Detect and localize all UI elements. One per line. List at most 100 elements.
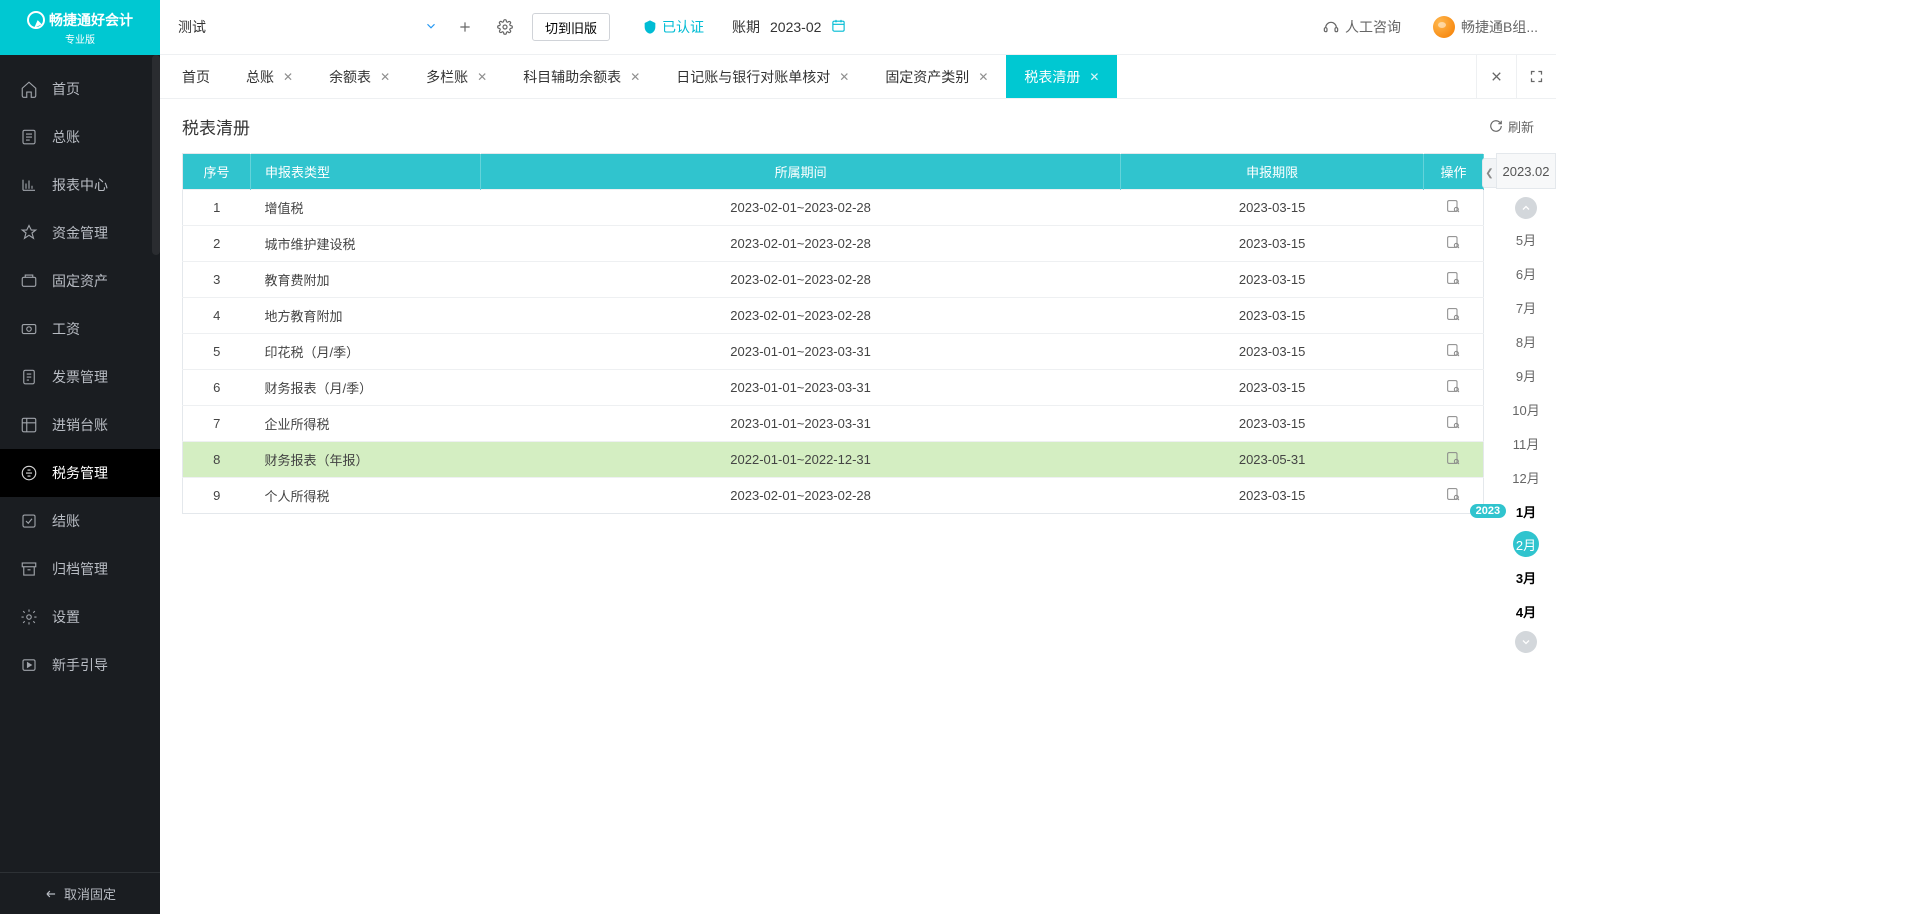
switch-old-version-button[interactable]: 切到旧版 [532,13,610,41]
sidebar-item-chart[interactable]: 报表中心 [0,161,160,209]
sidebar-item-asset[interactable]: 固定资产 [0,257,160,305]
sidebar-item-invoice[interactable]: 发票管理 [0,353,160,401]
table-row[interactable]: 8财务报表（年报）2022-01-01~2022-12-312023-05-31 [183,442,1484,478]
cell-op [1424,298,1484,334]
month-item[interactable]: 10月 [1512,395,1539,423]
table-row[interactable]: 9个人所得税2023-02-01~2023-02-282023-03-15 [183,478,1484,514]
tab[interactable]: 科目辅助余额表✕ [505,55,658,98]
month-item[interactable]: 3月 [1516,563,1536,591]
sidebar-item-fund[interactable]: 资金管理 [0,209,160,257]
add-button[interactable] [452,14,478,40]
table-row[interactable]: 7企业所得税2023-01-01~2023-03-312023-03-15 [183,406,1484,442]
verified-badge[interactable]: 已认证 [642,17,704,37]
tab[interactable]: 税表清册✕ [1006,55,1117,98]
collapse-month-panel[interactable]: ❮ [1482,158,1496,188]
cell-op [1424,442,1484,478]
month-item[interactable]: 7月 [1516,293,1536,321]
header: 测试 切到旧版 已认证 账期 2023-02 [160,0,1556,55]
sidebar-item-label: 结账 [52,511,80,531]
sidebar-item-tax[interactable]: 税务管理 [0,449,160,497]
settings-button[interactable] [492,14,518,40]
month-item[interactable]: 1月2023 [1516,497,1536,525]
tab-close-icon[interactable]: ✕ [477,70,487,84]
month-item[interactable]: 9月 [1516,361,1536,389]
view-detail-icon[interactable] [1445,270,1461,286]
user-name: 畅捷通B组... [1461,17,1538,37]
chevron-down-icon [424,19,438,36]
month-item[interactable]: 12月 [1512,463,1539,491]
tab-close-icon[interactable]: ✕ [380,70,390,84]
sidebar-item-stock[interactable]: 进销台账 [0,401,160,449]
close-tab-button[interactable] [1476,55,1516,98]
view-detail-icon[interactable] [1445,306,1461,322]
view-detail-icon[interactable] [1445,342,1461,358]
fullscreen-button[interactable] [1516,55,1556,98]
home-icon [20,80,38,98]
cell-period: 2023-01-01~2023-03-31 [481,406,1121,442]
cell-op [1424,262,1484,298]
refresh-button[interactable]: 刷新 [1489,117,1534,136]
tab-close-icon[interactable]: ✕ [839,70,849,84]
view-detail-icon[interactable] [1445,414,1461,430]
table-row[interactable]: 5印花税（月/季）2023-01-01~2023-03-312023-03-15 [183,334,1484,370]
sidebar-item-close[interactable]: 结账 [0,497,160,545]
cell-type: 地方教育附加 [251,298,481,334]
sidebar-scrollbar[interactable] [152,55,160,255]
sidebar-unpin[interactable]: 取消固定 [0,872,160,914]
tab[interactable]: 首页 [164,55,228,98]
company-selector[interactable]: 测试 [178,17,438,37]
table-row[interactable]: 1增值税2023-02-01~2023-02-282023-03-15 [183,190,1484,226]
sidebar-item-payroll[interactable]: 工资 [0,305,160,353]
tab-close-icon[interactable]: ✕ [1089,70,1099,84]
month-item[interactable]: 5月 [1516,225,1536,253]
view-detail-icon[interactable] [1445,378,1461,394]
table-row[interactable]: 3教育费附加2023-02-01~2023-02-282023-03-15 [183,262,1484,298]
view-detail-icon[interactable] [1445,450,1461,466]
cell-period: 2023-01-01~2023-03-31 [481,370,1121,406]
tab[interactable]: 固定资产类别✕ [867,55,1006,98]
sidebar-item-label: 资金管理 [52,223,108,243]
month-item[interactable]: 2月 [1513,531,1539,557]
user-menu[interactable]: 畅捷通B组... [1433,16,1538,38]
cell-op [1424,334,1484,370]
table-row[interactable]: 6财务报表（月/季）2023-01-01~2023-03-312023-03-1… [183,370,1484,406]
support-link[interactable]: 人工咨询 [1323,17,1401,37]
tab[interactable]: 多栏账✕ [408,55,505,98]
month-item[interactable]: 4月 [1516,597,1536,625]
table-row[interactable]: 2城市维护建设税2023-02-01~2023-02-282023-03-15 [183,226,1484,262]
tab-close-icon[interactable]: ✕ [978,70,988,84]
cell-deadline: 2023-03-15 [1121,226,1424,262]
cell-op [1424,370,1484,406]
table-row[interactable]: 4地方教育附加2023-02-01~2023-02-282023-03-15 [183,298,1484,334]
col-seq: 序号 [183,154,251,190]
view-detail-icon[interactable] [1445,486,1461,502]
month-scroll-down[interactable] [1515,631,1537,653]
cell-period: 2023-02-01~2023-02-28 [481,226,1121,262]
sidebar-item-guide[interactable]: 新手引导 [0,641,160,689]
cell-op [1424,226,1484,262]
sidebar-item-ledger[interactable]: 总账 [0,113,160,161]
cell-seq: 1 [183,190,251,226]
tab[interactable]: 日记账与银行对账单核对✕ [658,55,867,98]
switch-old-version-label: 切到旧版 [545,18,597,37]
sidebar-item-archive[interactable]: 归档管理 [0,545,160,593]
brand-edition: 专业版 [65,31,95,46]
period-selector[interactable]: 账期 2023-02 [732,17,846,37]
view-detail-icon[interactable] [1445,234,1461,250]
month-item[interactable]: 6月 [1516,259,1536,287]
sidebar-item-settings[interactable]: 设置 [0,593,160,641]
cell-type: 增值税 [251,190,481,226]
cell-deadline: 2023-03-15 [1121,190,1424,226]
cell-seq: 2 [183,226,251,262]
sidebar-item-home[interactable]: 首页 [0,65,160,113]
tab[interactable]: 总账✕ [228,55,311,98]
tab-bar: 首页总账✕余额表✕多栏账✕科目辅助余额表✕日记账与银行对账单核对✕固定资产类别✕… [160,55,1556,99]
month-item[interactable]: 11月 [1513,429,1540,457]
month-scroll-up[interactable] [1515,197,1537,219]
tab[interactable]: 余额表✕ [311,55,408,98]
tab-close-icon[interactable]: ✕ [630,70,640,84]
month-item[interactable]: 8月 [1516,327,1536,355]
month-panel-year[interactable]: 2023.02 [1496,153,1556,189]
view-detail-icon[interactable] [1445,198,1461,214]
tab-close-icon[interactable]: ✕ [283,70,293,84]
